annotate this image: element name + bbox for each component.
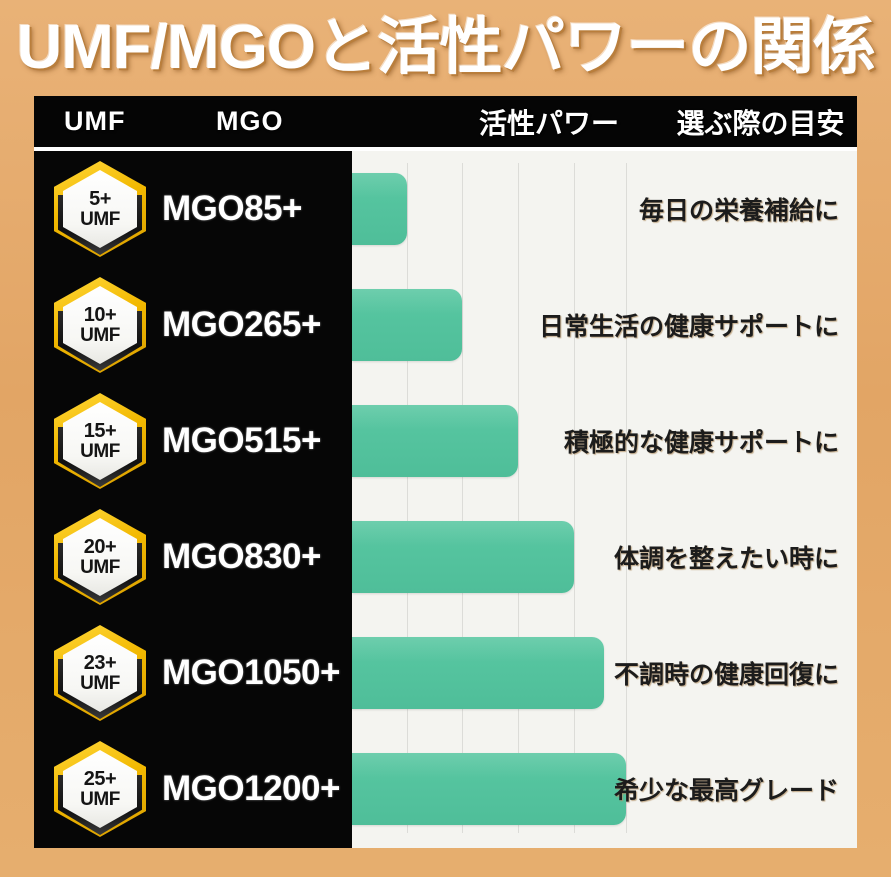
- activity-power-bar: [352, 753, 626, 825]
- gridline: [462, 163, 463, 833]
- activity-power-bar: [352, 637, 604, 709]
- column-header-umf: UMF: [64, 106, 126, 136]
- umf-value: 20+: [83, 536, 117, 558]
- guide-text: 体調を整えたい時に: [613, 545, 839, 573]
- gridline: [574, 163, 575, 833]
- gridline: [407, 163, 408, 833]
- umf-unit-label: UMF: [80, 325, 120, 346]
- umf-badge: 15+ UMF: [54, 393, 146, 489]
- guide-text: 毎日の栄養補給に: [638, 197, 839, 225]
- mgo-label: MGO1050+: [162, 653, 340, 692]
- poster-title-bar: UMF/MGOと活性パワーの関係: [0, 0, 891, 96]
- umf-unit-label: UMF: [80, 557, 120, 578]
- umf-value: 10+: [83, 304, 117, 326]
- table-row-0[interactable]: 5+ UMF MGO85+ 毎日の栄養補給に: [34, 151, 857, 267]
- comparison-table: UMF MGO 活性パワー 選ぶ際の目安 5+ UMF MGO: [34, 96, 857, 848]
- umf-value: 15+: [83, 420, 117, 442]
- umf-value: 25+: [83, 768, 117, 790]
- umf-unit-label: UMF: [80, 209, 120, 230]
- column-header-guide: 選ぶ際の目安: [676, 107, 845, 139]
- guide-text: 希少な最高グレード: [613, 777, 839, 805]
- guide-text: 不調時の健康回復に: [613, 661, 839, 689]
- umf-unit-label: UMF: [80, 673, 120, 694]
- column-header-power: 活性パワー: [478, 107, 619, 139]
- activity-power-bar: [352, 173, 407, 245]
- umf-badge: 10+ UMF: [54, 277, 146, 373]
- umf-value: 23+: [83, 652, 117, 674]
- table-row-5[interactable]: 25+ UMF MGO1200+ 希少な最高グレード: [34, 731, 857, 847]
- table-row-2[interactable]: 15+ UMF MGO515+ 積極的な健康サポートに: [34, 383, 857, 499]
- mgo-label: MGO265+: [162, 305, 321, 344]
- activity-power-bar: [352, 521, 574, 593]
- mgo-label: MGO85+: [162, 189, 302, 228]
- umf-value: 5+: [89, 188, 111, 210]
- umf-badge: 25+ UMF: [54, 741, 146, 837]
- mgo-label: MGO515+: [162, 421, 321, 460]
- umf-badge: 23+ UMF: [54, 625, 146, 721]
- mgo-label: MGO1200+: [162, 769, 340, 808]
- activity-power-bar: [352, 289, 462, 361]
- table-row-1[interactable]: 10+ UMF MGO265+ 日常生活の健康サポートに: [34, 267, 857, 383]
- header-divider: [34, 147, 857, 151]
- activity-power-bar: [352, 405, 518, 477]
- guide-text: 積極的な健康サポートに: [563, 429, 839, 457]
- table-row-3[interactable]: 20+ UMF MGO830+ 体調を整えたい時に: [34, 499, 857, 615]
- column-header-mgo: MGO: [216, 106, 284, 136]
- chart-panel: [352, 151, 857, 848]
- table-header-row: UMF MGO 活性パワー 選ぶ際の目安: [34, 96, 857, 147]
- gridline: [626, 163, 627, 833]
- umf-unit-label: UMF: [80, 789, 120, 810]
- table-body: 5+ UMF MGO85+ 毎日の栄養補給に 10+ UMF MGO265+ 日…: [34, 151, 857, 848]
- umf-badge: 5+ UMF: [54, 161, 146, 257]
- mgo-label: MGO830+: [162, 537, 321, 576]
- left-dark-panel: [34, 151, 352, 848]
- umf-badge: 20+ UMF: [54, 509, 146, 605]
- table-row-4[interactable]: 23+ UMF MGO1050+ 不調時の健康回復に: [34, 615, 857, 731]
- guide-text: 日常生活の健康サポートに: [538, 313, 839, 341]
- page-title: UMF/MGOと活性パワーの関係: [16, 13, 875, 82]
- gridline: [518, 163, 519, 833]
- umf-unit-label: UMF: [80, 441, 120, 462]
